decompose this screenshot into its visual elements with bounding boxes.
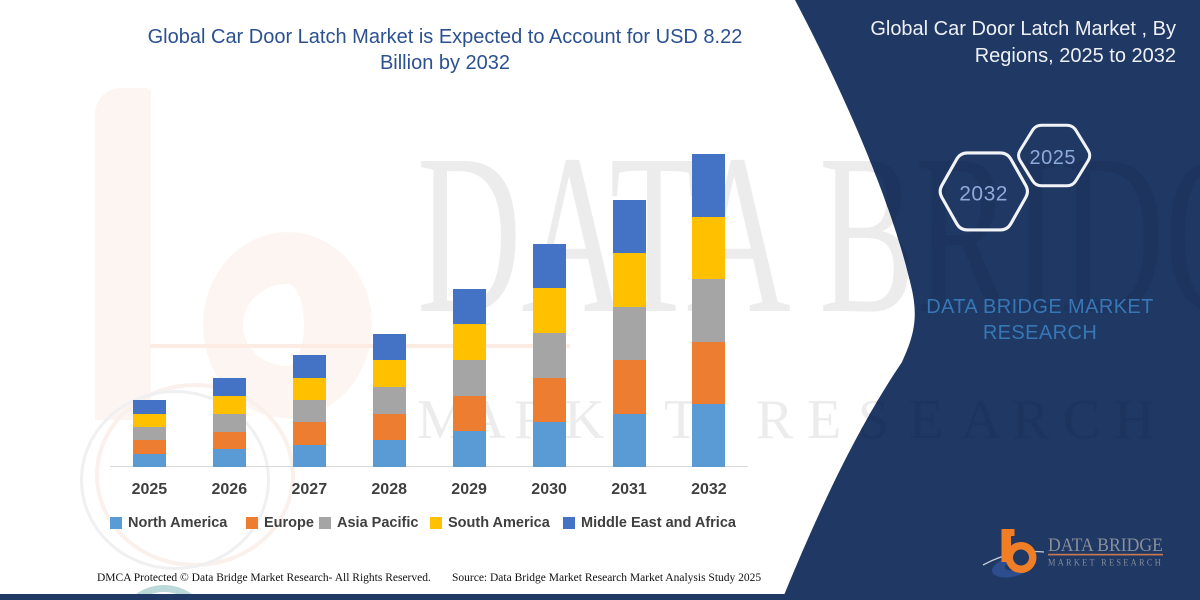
svg-text:DATA BRIDGE: DATA BRIDGE [1048, 535, 1163, 556]
svg-text:2025: 2025 [1030, 147, 1077, 169]
svg-text:2032: 2032 [959, 183, 1008, 206]
svg-text:MARKETRESEARCH: MARKETRESEARCH [417, 389, 1154, 451]
svg-text:MARKET RESEARCH: MARKET RESEARCH [1048, 559, 1163, 569]
